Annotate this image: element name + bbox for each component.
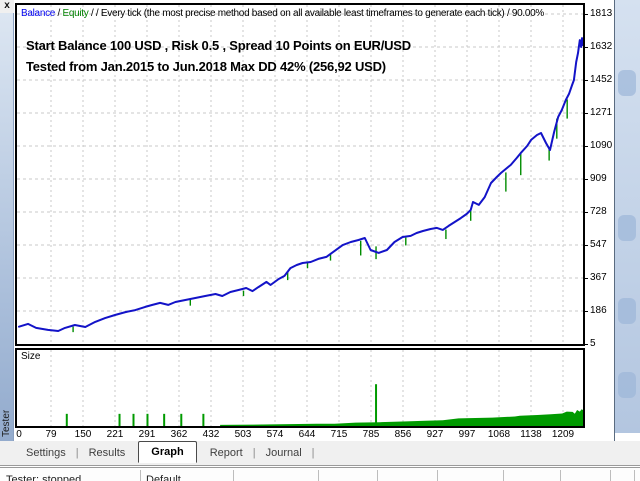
- statusbar-divider: [560, 470, 561, 481]
- statusbar-divider: [503, 470, 504, 481]
- y-tick-label: 1090: [590, 140, 613, 151]
- y-tick-mark: [584, 245, 588, 246]
- x-tick-label: 362: [170, 429, 188, 440]
- legend-separator: /: [88, 8, 96, 19]
- balance-chart: [17, 5, 583, 344]
- statusbar-divider: [610, 470, 611, 481]
- chart-header: Balance / Equity / / Every tick (the mos…: [21, 8, 544, 19]
- tab-journal[interactable]: Journal: [265, 447, 302, 459]
- y-tick-label: 1271: [590, 107, 613, 118]
- x-tick-label: 715: [330, 429, 348, 440]
- y-tick-label: 1452: [590, 74, 613, 85]
- legend-separator: /: [55, 8, 63, 19]
- tester-panel-title: Tester: [1, 409, 12, 437]
- statusbar-cell: Default: [146, 474, 181, 481]
- tab-separator: |: [75, 447, 79, 459]
- y-tick-label: 367: [590, 272, 607, 283]
- statusbar-divider: [437, 470, 438, 481]
- close-icon[interactable]: x: [0, 0, 14, 13]
- statusbar-divider: [634, 470, 635, 481]
- statusbar-divider: [233, 470, 234, 481]
- x-tick-label: 1138: [520, 429, 542, 440]
- y-tick-mark: [584, 179, 588, 180]
- statusbar: Tester: stopped Default: [0, 467, 640, 481]
- annotation-line2: Tested from Jan.2015 to Jun.2018 Max DD …: [26, 59, 386, 74]
- y-tick-label: 909: [590, 173, 607, 184]
- statusbar-cell: Tester: stopped: [6, 474, 82, 481]
- y-tick-label: 1813: [590, 8, 613, 19]
- x-axis-labels: 0 79 150 221 291 362 432 503 574 644 715 785 856 927 9…: [0, 429, 640, 441]
- y-tick-mark: [584, 113, 588, 114]
- balance-legend-label: Balance: [21, 8, 56, 19]
- y-tick-mark: [584, 278, 588, 279]
- y-tick-label: 186: [590, 305, 607, 316]
- x-tick-label: 150: [74, 429, 92, 440]
- x-tick-label: 1209: [551, 429, 575, 440]
- x-tick-label: 574: [266, 429, 284, 440]
- x-tick-label: 79: [45, 429, 57, 440]
- equity-legend-label: Equity: [62, 8, 89, 19]
- y-tick-mark: [584, 212, 588, 213]
- y-tick-label: 728: [590, 206, 607, 217]
- decorative-patch: [618, 70, 636, 96]
- decorative-patch: [618, 215, 636, 241]
- x-tick-label: 432: [202, 429, 220, 440]
- y-tick-label: 547: [590, 239, 607, 250]
- tab-graph[interactable]: Graph: [138, 441, 197, 463]
- y-axis-labels: 1813 1632 1452 1271 1090 909 728 547 367 186 5: [584, 0, 614, 440]
- x-tick-label: 644: [298, 429, 316, 440]
- y-tick-mark: [584, 344, 588, 345]
- model-description: / Every tick (the most precise method ba…: [95, 8, 545, 19]
- annotation-line1: Start Balance 100 USD , Risk 0.5 , Sprea…: [26, 38, 411, 53]
- decorative-patch: [618, 298, 636, 324]
- x-tick-label: 997: [458, 429, 476, 440]
- window-margin-strip: [615, 0, 640, 433]
- tab-separator: |: [252, 447, 256, 459]
- tab-separator: |: [311, 447, 315, 459]
- test-annotation: Start Balance 100 USD , Risk 0.5 , Sprea…: [26, 35, 411, 77]
- statusbar-divider: [318, 470, 319, 481]
- balance-chart-pane: Balance / Equity / / Every tick (the mos…: [15, 3, 585, 346]
- tester-tabbar: Settings | Results Graph Report | Journa…: [0, 441, 640, 466]
- size-histogram: [50, 350, 583, 426]
- x-tick-label: 927: [426, 429, 444, 440]
- size-histogram-pane: Size: [15, 348, 585, 428]
- x-tick-label: 0: [16, 429, 22, 440]
- y-tick-label: 5: [590, 338, 596, 349]
- tab-settings[interactable]: Settings: [26, 447, 66, 459]
- y-tick-mark: [584, 311, 588, 312]
- y-tick-mark: [584, 47, 588, 48]
- y-tick-mark: [584, 80, 588, 81]
- y-tick-mark: [584, 146, 588, 147]
- size-pane-label: Size: [21, 351, 41, 362]
- x-tick-label: 856: [394, 429, 412, 440]
- y-tick-mark: [584, 14, 588, 15]
- window-border: [614, 0, 615, 441]
- x-tick-label: 503: [234, 429, 252, 440]
- tab-report[interactable]: Report: [209, 447, 243, 459]
- statusbar-divider: [377, 470, 378, 481]
- tester-panel-side-strip: Tester: [0, 13, 14, 441]
- decorative-patch: [618, 372, 636, 398]
- x-tick-label: 1068: [487, 429, 511, 440]
- y-tick-label: 1632: [590, 41, 613, 52]
- x-tick-label: 785: [362, 429, 380, 440]
- x-tick-label: 221: [106, 429, 124, 440]
- statusbar-divider: [140, 470, 141, 481]
- tab-results[interactable]: Results: [88, 447, 126, 459]
- x-tick-label: 291: [138, 429, 156, 440]
